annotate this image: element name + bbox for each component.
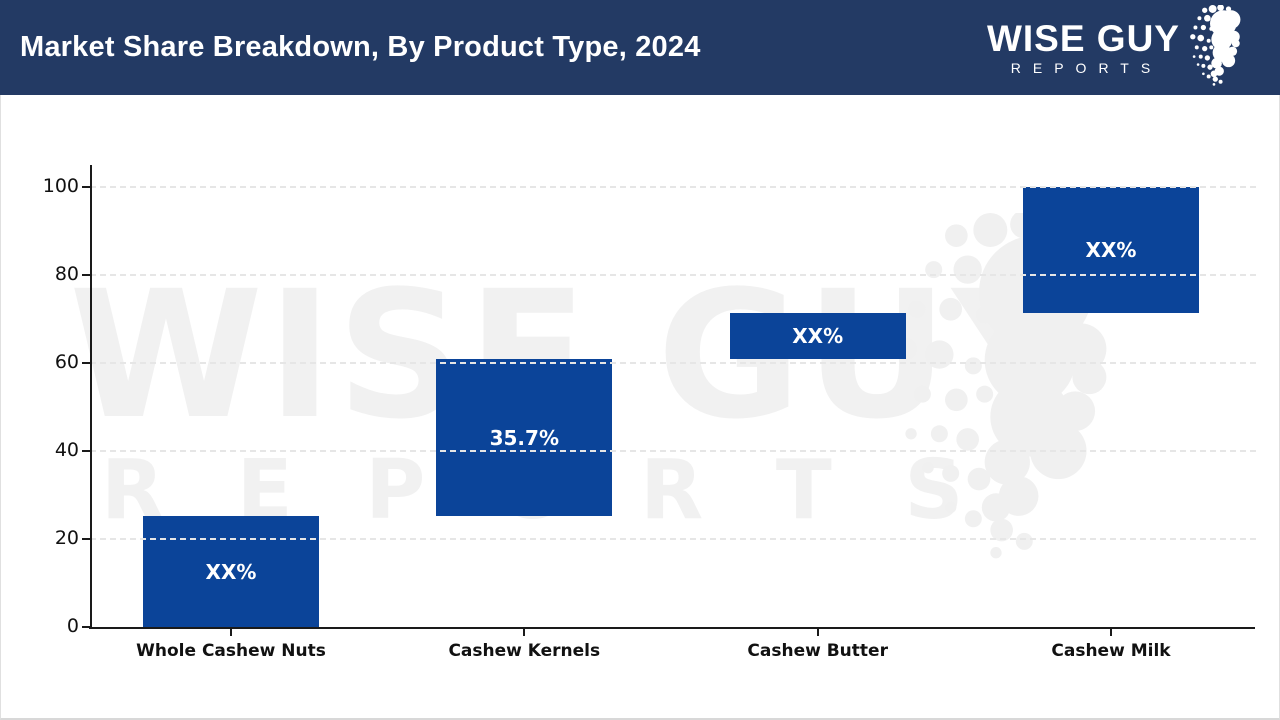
- logo-text: WISE GUY REPORTS: [987, 20, 1180, 76]
- x-tick-mark: [1110, 629, 1112, 636]
- logo-face-icon: [1190, 4, 1241, 86]
- x-category-label: Cashew Kernels: [448, 641, 601, 661]
- x-category-label: Whole Cashew Nuts: [136, 641, 326, 661]
- bar-value-label: XX%: [1085, 237, 1137, 262]
- y-tick-label: 60: [54, 351, 79, 373]
- x-category-label: Cashew Butter: [747, 641, 888, 661]
- gridline-y-60: [90, 362, 1256, 364]
- x-tick-mark: [816, 629, 819, 636]
- y-tick-label: 0: [66, 615, 79, 637]
- logo-wordmark: WISE GUY: [986, 17, 1180, 59]
- bar-value-label: 35.7%: [489, 425, 559, 450]
- chart-area: WISE GUY R E P O R T S 020406080100XX%Wh…: [0, 95, 1280, 720]
- x-tick-mark: [523, 629, 526, 636]
- bar-2: 35.7%: [436, 359, 613, 517]
- bar-3: XX%: [729, 312, 906, 360]
- bar-4: XX%: [1023, 187, 1199, 313]
- y-tick-mark: [82, 538, 90, 540]
- gridline-y-100: [90, 186, 1256, 188]
- y-tick-mark: [82, 626, 90, 628]
- x-axis-line: [89, 627, 1255, 629]
- y-tick-label: 80: [54, 263, 79, 285]
- bar-1: XX%: [143, 516, 319, 627]
- page-title: Market Share Breakdown, By Product Type,…: [20, 31, 701, 63]
- y-tick-label: 40: [54, 439, 79, 461]
- bar-value-label: XX%: [205, 559, 257, 584]
- y-tick-mark: [82, 450, 90, 452]
- logo-subtext: REPORTS: [1010, 59, 1163, 76]
- gridline-y-20: [90, 538, 1256, 540]
- header-bar: Market Share Breakdown, By Product Type,…: [0, 0, 1280, 95]
- y-tick-mark: [82, 362, 90, 364]
- x-tick-mark: [230, 629, 232, 636]
- wiseguy-logo: WISE GUY REPORTS: [987, 4, 1266, 91]
- x-category-label: Cashew Milk: [1051, 641, 1171, 661]
- y-tick-label: 100: [42, 175, 79, 197]
- gridline-y-80: [90, 274, 1256, 276]
- y-tick-label: 20: [54, 527, 79, 549]
- y-axis-line: [90, 165, 92, 629]
- gridline-y-40: [90, 450, 1256, 452]
- y-tick-mark: [82, 186, 90, 188]
- bar-value-label: XX%: [792, 323, 844, 348]
- y-tick-mark: [82, 274, 90, 276]
